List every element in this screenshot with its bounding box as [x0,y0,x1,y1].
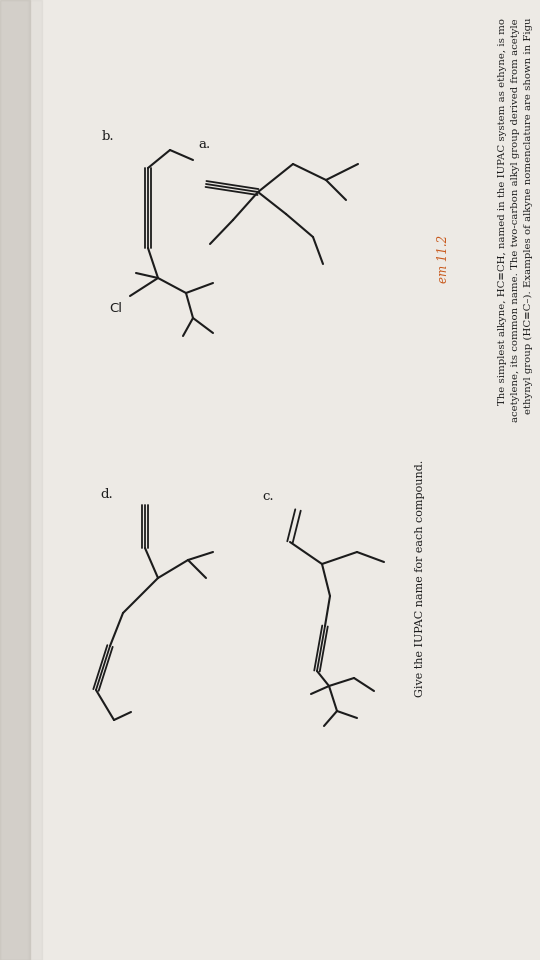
Text: Cl: Cl [110,301,123,315]
Text: Give the IUPAC name for each compound.: Give the IUPAC name for each compound. [415,460,425,697]
Text: a.: a. [198,138,210,151]
Text: b.: b. [102,130,114,143]
Text: c.: c. [262,490,274,503]
Text: d.: d. [100,488,113,501]
Text: The simplest alkyne, HC≡CH, named in the IUPAC system as ethyne, is mo
acetylene: The simplest alkyne, HC≡CH, named in the… [498,18,533,421]
Text: em 11.2: em 11.2 [437,235,450,283]
